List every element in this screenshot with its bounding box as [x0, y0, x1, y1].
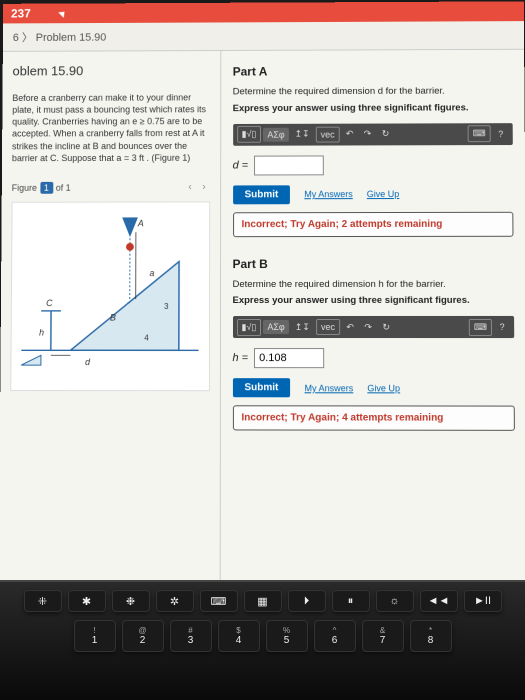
part-a-description: Determine the required dimension d for t…: [233, 85, 513, 99]
number-key[interactable]: &7: [362, 620, 404, 652]
reset-icon[interactable]: ↻: [378, 127, 394, 142]
answer-row-a: d =: [233, 155, 513, 176]
redo-icon[interactable]: ↷: [360, 320, 376, 335]
svg-text:B: B: [110, 313, 116, 323]
breadcrumb-label: Problem 15.90: [36, 32, 107, 44]
svg-text:4: 4: [144, 333, 149, 342]
formula-toolbar-a: ▮√▯ ΑΣφ ↥↧ vec ↶ ↷ ↻ ⌨ ?: [233, 123, 513, 146]
fn-key[interactable]: ⏸: [332, 590, 370, 612]
svg-text:d: d: [85, 357, 91, 367]
greek-icon[interactable]: ΑΣφ: [263, 320, 288, 334]
fn-key[interactable]: ►II: [464, 590, 502, 612]
svg-text:C: C: [46, 298, 53, 308]
answer-row-b: h =: [232, 348, 514, 368]
part-a-instruction: Express your answer using three signific…: [233, 102, 513, 116]
right-column: Part A Determine the required dimension …: [220, 50, 525, 589]
greek-icon[interactable]: ΑΣφ: [263, 127, 288, 141]
number-key-row: !1@2#3$4%5^6&7*8: [0, 612, 525, 652]
figure-label: Figure: [12, 183, 37, 193]
help-icon[interactable]: ?: [493, 127, 509, 141]
button-row-b: Submit My Answers Give Up: [232, 378, 514, 397]
formula-toolbar-b: ▮√▯ ΑΣφ ↥↧ vec ↶ ↷ ↻ ⌨ ?: [232, 316, 514, 338]
keyboard-icon[interactable]: ⌨: [469, 319, 492, 336]
reset-icon[interactable]: ↻: [378, 320, 394, 335]
templates-icon[interactable]: ▮√▯: [237, 126, 262, 143]
fn-key[interactable]: ✱: [68, 590, 106, 612]
vec-icon[interactable]: vec: [316, 126, 340, 142]
breadcrumb: 6 〉 Problem 15.90: [3, 21, 524, 52]
templates-icon[interactable]: ▮√▯: [236, 319, 261, 336]
var-d-label: d =: [233, 159, 249, 171]
cursor-icon: [58, 9, 67, 18]
part-b-description: Determine the required dimension h for t…: [233, 278, 514, 291]
help-icon[interactable]: ?: [494, 320, 510, 334]
feedback-a: Incorrect; Try Again; 2 attempts remaini…: [233, 211, 514, 236]
svg-text:3: 3: [164, 302, 169, 311]
main-area: oblem 15.90 Before a cranberry can make …: [0, 50, 525, 589]
my-answers-link-b[interactable]: My Answers: [305, 383, 354, 393]
keyboard-icon[interactable]: ⌨: [468, 125, 491, 142]
figure-of-label: of 1: [56, 183, 71, 193]
fn-key[interactable]: ⁜: [24, 590, 62, 612]
fn-key[interactable]: ❉: [112, 590, 150, 612]
left-column: oblem 15.90 Before a cranberry can make …: [0, 51, 221, 587]
function-key-row: ⁜ ✱ ❉ ✲ ⌨ ▦ ⏵ ⏸ ☼ ◄◄ ►II: [0, 582, 525, 612]
answer-input-d[interactable]: [254, 155, 324, 175]
fn-key[interactable]: ✲: [156, 590, 194, 612]
problem-text: Before a cranberry can make it to your d…: [12, 91, 210, 164]
fn-key[interactable]: ▦: [244, 590, 282, 612]
svg-text:a: a: [149, 268, 154, 278]
number-key[interactable]: ^6: [314, 620, 356, 652]
subscript-icon[interactable]: ↥↧: [291, 320, 314, 335]
svg-text:A: A: [137, 218, 144, 228]
submit-button-b[interactable]: Submit: [232, 378, 290, 397]
figure-diagram: A B C a 3 4 h d: [10, 201, 209, 391]
number-key[interactable]: @2: [122, 620, 164, 652]
undo-icon[interactable]: ↶: [342, 127, 358, 142]
fn-key[interactable]: ⏵: [288, 590, 326, 612]
svg-text:h: h: [39, 327, 44, 337]
subscript-icon[interactable]: ↥↧: [291, 127, 314, 142]
part-a-title: Part A: [233, 64, 513, 79]
number-key[interactable]: #3: [170, 620, 212, 652]
figure-nav-arrows[interactable]: ‹ ›: [188, 182, 209, 193]
page-count: 237: [11, 7, 31, 21]
chevron-right-icon: 〉: [22, 32, 36, 44]
figure-page-number[interactable]: 1: [40, 182, 53, 194]
answer-input-h[interactable]: [254, 348, 324, 368]
feedback-b: Incorrect; Try Again; 4 attempts remaini…: [232, 406, 515, 432]
problem-title: oblem 15.90: [13, 63, 210, 79]
part-a: Part A Determine the required dimension …: [233, 64, 514, 237]
fn-key[interactable]: ◄◄: [420, 590, 458, 612]
breadcrumb-step: 6: [13, 32, 19, 44]
vec-icon[interactable]: vec: [316, 319, 340, 335]
figure-bar: Figure 1 of 1 ‹ ›: [12, 181, 210, 193]
undo-icon[interactable]: ↶: [342, 320, 358, 335]
part-b: Part B Determine the required dimension …: [232, 256, 515, 431]
submit-button-a[interactable]: Submit: [233, 185, 291, 204]
give-up-link-a[interactable]: Give Up: [367, 189, 400, 199]
redo-icon[interactable]: ↷: [360, 127, 376, 142]
number-key[interactable]: %5: [266, 620, 308, 652]
number-key[interactable]: *8: [410, 620, 452, 652]
number-key[interactable]: !1: [74, 620, 116, 652]
give-up-link-b[interactable]: Give Up: [367, 383, 400, 393]
part-b-title: Part B: [233, 256, 514, 270]
app-screen: 237 6 〉 Problem 15.90 oblem 15.90 Before…: [0, 1, 525, 583]
button-row-a: Submit My Answers Give Up: [233, 184, 514, 203]
top-red-bar: 237: [3, 1, 524, 23]
number-key[interactable]: $4: [218, 620, 260, 652]
my-answers-link-a[interactable]: My Answers: [304, 189, 352, 199]
fn-key[interactable]: ☼: [376, 590, 414, 612]
var-h-label: h =: [232, 352, 248, 364]
laptop-keyboard: ⁜ ✱ ❉ ✲ ⌨ ▦ ⏵ ⏸ ☼ ◄◄ ►II !1@2#3$4%5^6&7*8: [0, 580, 525, 700]
fn-key[interactable]: ⌨: [200, 590, 238, 612]
part-b-instruction: Express your answer using three signific…: [233, 295, 515, 308]
